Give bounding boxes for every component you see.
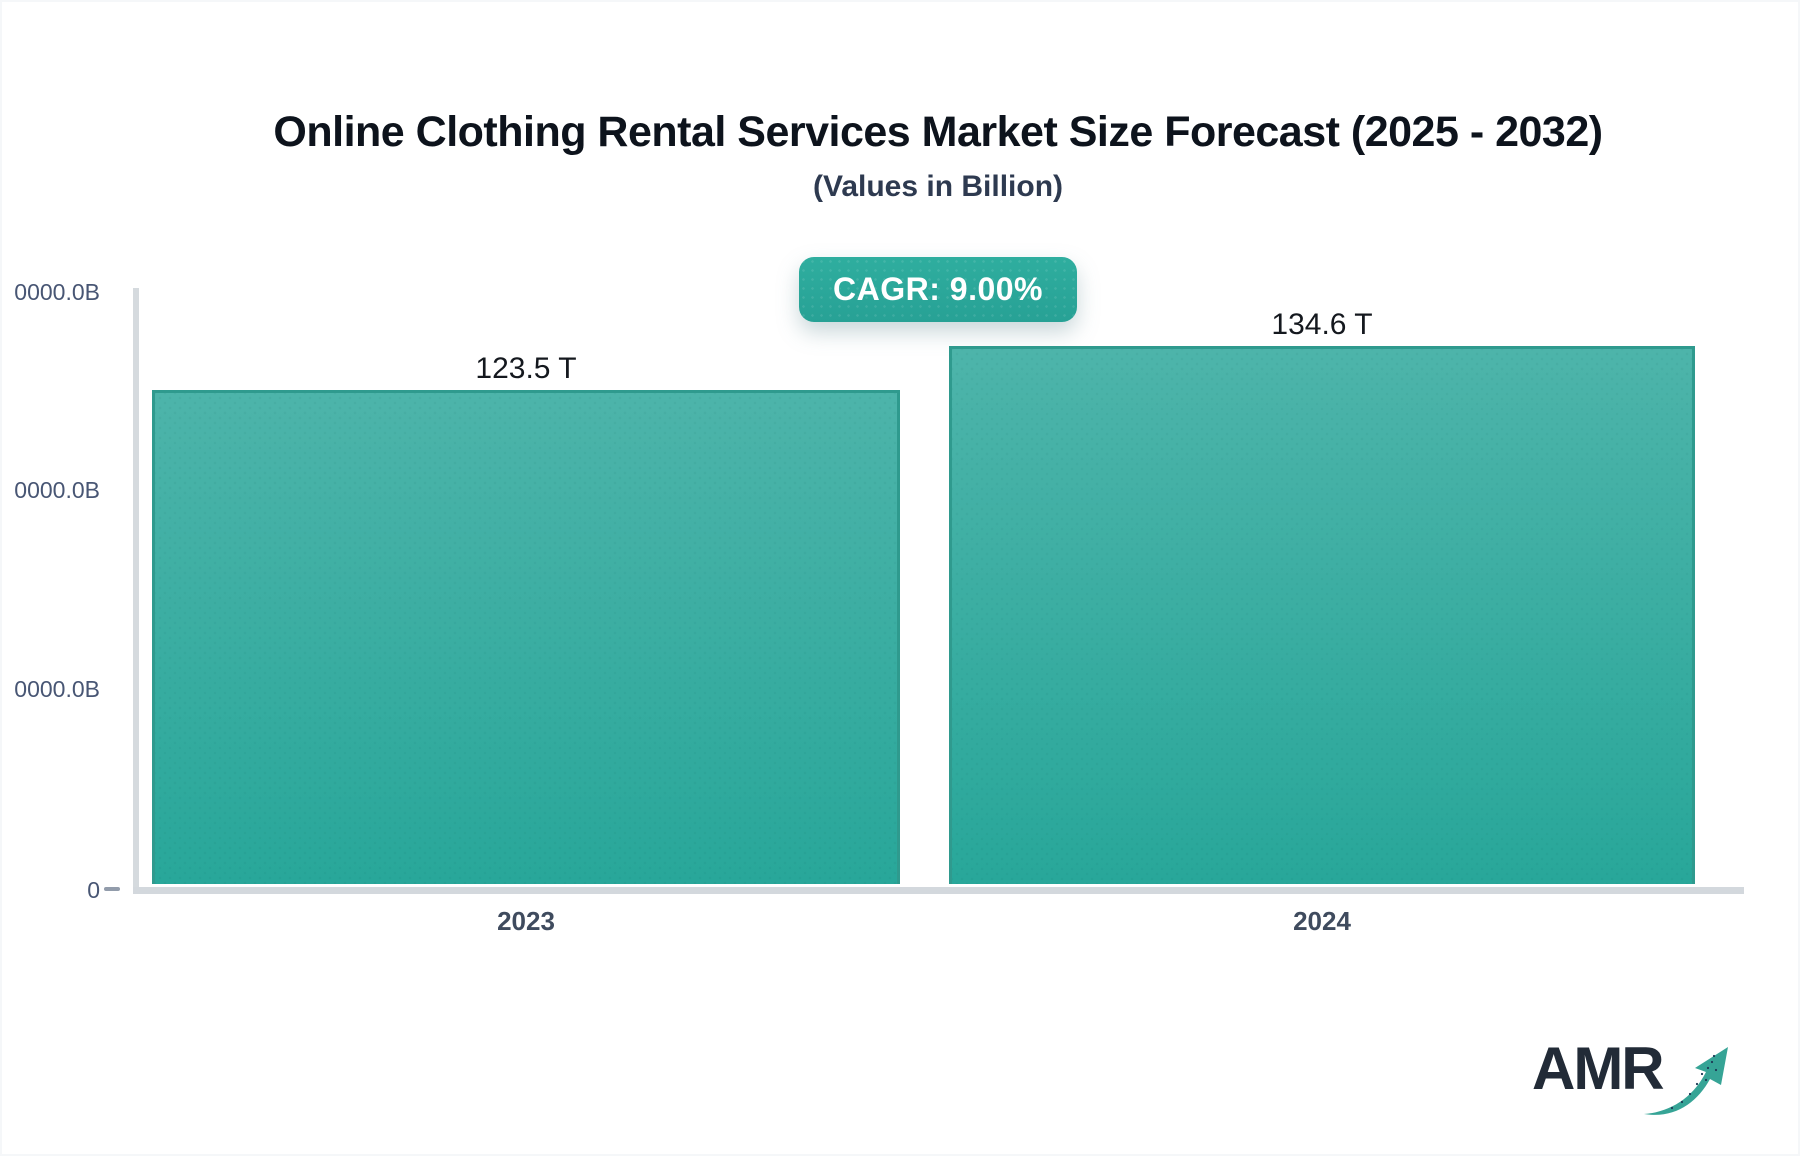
y-tick-label: 0000.0B xyxy=(14,279,100,305)
bar-value-label-2024: 134.6 T xyxy=(1271,308,1373,341)
x-axis-label-2023: 2023 xyxy=(497,906,555,936)
bar-rect-2024 xyxy=(949,346,1695,884)
chart-header: Online Clothing Rental Services Market S… xyxy=(132,2,1744,342)
x-axis-label-2024: 2024 xyxy=(1293,906,1351,936)
bar-group-2024: 134.6 T xyxy=(949,307,1695,884)
y-tick-label: 0000.0B xyxy=(14,676,100,702)
growth-arrow-icon xyxy=(1644,1047,1728,1115)
y-tick-label: 0000.0B xyxy=(14,477,100,503)
x-axis-line xyxy=(133,887,1744,894)
y-axis-line xyxy=(133,288,139,888)
bar-rect-2023 xyxy=(152,390,900,884)
chart-subtitle: (Values in Billion) xyxy=(812,170,1064,203)
cagr-badge: CAGR: 9.00% xyxy=(799,257,1077,322)
zero-tick-mark xyxy=(104,887,120,891)
y-tick-label-zero: 0 xyxy=(87,877,100,903)
bar-value-label-2023: 123.5 T xyxy=(475,352,577,385)
bar-group-2023: 123.5 T xyxy=(152,351,900,884)
amr-logo-text: AMR xyxy=(1532,1035,1665,1102)
chart-title: Online Clothing Rental Services Market S… xyxy=(273,108,1603,156)
amr-logo: AMR xyxy=(1532,1034,1732,1124)
